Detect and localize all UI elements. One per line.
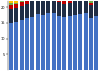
Bar xyxy=(84,0,88,13)
Bar xyxy=(9,9,13,23)
Bar xyxy=(94,0,98,1)
Bar xyxy=(41,0,45,1)
Bar xyxy=(20,6,24,20)
Bar xyxy=(41,1,45,15)
Bar xyxy=(52,13,56,70)
Bar xyxy=(94,16,98,70)
Bar xyxy=(68,3,72,16)
Bar xyxy=(94,1,98,16)
Bar xyxy=(78,0,82,14)
Bar xyxy=(20,2,24,6)
Bar xyxy=(14,3,18,4)
Bar xyxy=(36,14,40,70)
Bar xyxy=(62,17,66,70)
Bar xyxy=(89,3,93,5)
Bar xyxy=(68,16,72,70)
Bar xyxy=(89,18,93,70)
Bar xyxy=(14,22,18,70)
Bar xyxy=(14,0,18,1)
Bar xyxy=(89,0,93,1)
Bar xyxy=(9,5,13,9)
Bar xyxy=(57,2,61,16)
Bar xyxy=(57,16,61,70)
Bar xyxy=(73,15,77,70)
Bar xyxy=(30,1,34,17)
Bar xyxy=(62,4,66,17)
Bar xyxy=(46,0,50,13)
Bar xyxy=(9,3,13,5)
Bar xyxy=(25,4,29,18)
Bar xyxy=(89,5,93,18)
Bar xyxy=(25,0,29,4)
Bar xyxy=(57,0,61,2)
Bar xyxy=(30,0,34,1)
Bar xyxy=(62,0,66,4)
Bar xyxy=(20,1,24,2)
Bar xyxy=(14,1,18,3)
Bar xyxy=(9,0,13,1)
Bar xyxy=(84,13,88,70)
Bar xyxy=(30,17,34,70)
Bar xyxy=(14,4,18,8)
Bar xyxy=(78,14,82,70)
Bar xyxy=(9,23,13,70)
Bar xyxy=(52,0,56,13)
Bar xyxy=(36,0,40,14)
Bar xyxy=(20,20,24,70)
Bar xyxy=(14,8,18,22)
Bar xyxy=(9,1,13,3)
Bar xyxy=(41,15,45,70)
Bar xyxy=(25,18,29,70)
Bar xyxy=(68,0,72,3)
Bar xyxy=(89,1,93,3)
Bar xyxy=(46,13,50,70)
Bar xyxy=(20,0,24,1)
Bar xyxy=(73,0,77,1)
Bar xyxy=(73,1,77,15)
